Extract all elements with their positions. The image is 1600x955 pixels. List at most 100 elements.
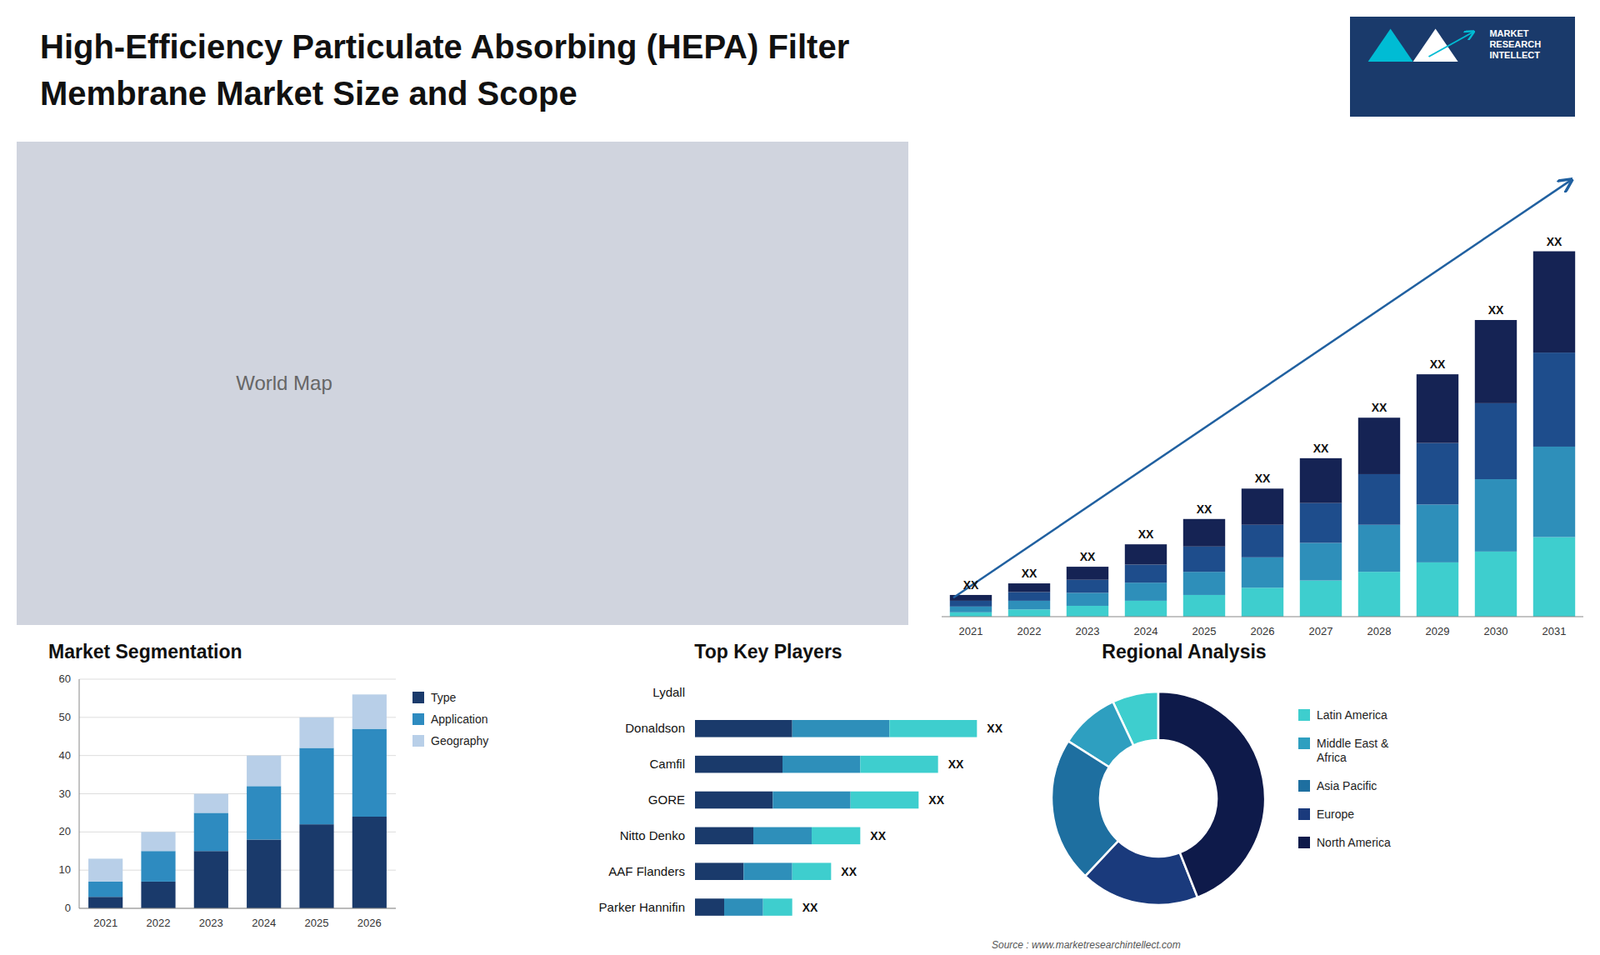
grid-line — [79, 755, 396, 756]
bar-segment — [88, 881, 123, 897]
bar-segment — [1416, 504, 1459, 562]
bar-segment — [1066, 580, 1109, 594]
bar-segment — [695, 862, 744, 880]
bar-segment — [88, 858, 123, 882]
bar-segment — [1475, 320, 1517, 404]
bar-segment — [1416, 562, 1459, 617]
grid-line — [79, 831, 396, 833]
bar-annotation: XX — [1255, 471, 1271, 485]
bar-segment — [1183, 595, 1225, 617]
bar-segment — [695, 684, 696, 702]
bar-segment — [782, 755, 860, 774]
tick-label: 30 — [59, 787, 71, 800]
legend-swatch — [1298, 737, 1310, 750]
legend-swatch — [412, 735, 425, 747]
bar-segment — [1241, 557, 1284, 588]
bar-segment — [1066, 566, 1109, 580]
legend-swatch — [412, 691, 425, 704]
category-label: 2031 — [1542, 625, 1567, 638]
bar-segment — [1241, 587, 1284, 617]
category-label: 2027 — [1309, 625, 1334, 638]
bar-annotation: XX — [1021, 566, 1038, 580]
logo-text: MARKETRESEARCHINTELLECT — [1489, 28, 1541, 60]
bar-segment — [850, 791, 920, 810]
legend-label: Type — [430, 690, 457, 705]
bar-segment — [1125, 564, 1167, 583]
bar-segment — [1416, 374, 1459, 443]
bar-segment — [1183, 546, 1225, 572]
bar-segment — [140, 831, 175, 851]
map-placeholder — [16, 141, 909, 625]
bar-annotation: XX — [1196, 502, 1213, 516]
bar-segment — [1300, 580, 1342, 617]
bar-segment — [140, 850, 175, 882]
bar-annotation: XX — [1313, 441, 1330, 455]
bar-segment — [1125, 582, 1167, 601]
bar-annotation: XX — [963, 578, 980, 592]
bar-segment — [352, 816, 387, 909]
category-label: 2025 — [305, 916, 330, 930]
map-label: World Map — [235, 371, 333, 395]
logo-box — [1350, 16, 1575, 117]
category-label: 2022 — [1017, 625, 1042, 638]
category-label: 2024 — [251, 916, 276, 930]
category-label: 2028 — [1367, 625, 1392, 638]
bar-segment — [1008, 591, 1050, 600]
bar-segment — [352, 729, 387, 817]
tick-label: 0 — [65, 901, 71, 915]
bar-segment — [950, 612, 992, 617]
bar-segment — [1300, 458, 1342, 504]
bar-segment — [772, 791, 850, 810]
category-label: 2026 — [1250, 625, 1275, 638]
bar-segment — [194, 850, 229, 909]
bar-segment — [352, 694, 387, 729]
bar-annotation: XX — [870, 829, 886, 843]
tick-label: 60 — [59, 672, 71, 685]
panel-title: Market Segmentation — [48, 640, 243, 663]
legend-swatch — [1298, 836, 1310, 849]
bar-segment — [695, 755, 783, 774]
bar-segment — [695, 684, 696, 702]
grid-line — [79, 908, 396, 910]
page: High-Efficiency Particulate Absorbing (H… — [0, 0, 1600, 955]
category-label: 2023 — [199, 916, 224, 930]
category-label: 2029 — [1425, 625, 1450, 638]
bar-segment — [1475, 551, 1517, 617]
category-label: Nitto Denko — [620, 828, 685, 843]
bar-segment — [695, 684, 696, 702]
bar-annotation: XX — [840, 865, 857, 879]
bar-segment — [743, 862, 792, 880]
y-axis-line — [79, 679, 80, 909]
category-label: Parker Hannifin — [599, 900, 685, 915]
bar-annotation: XX — [986, 721, 1003, 735]
legend-label: Asia Pacific — [1316, 779, 1377, 793]
legend-swatch — [1298, 709, 1310, 721]
tick-label: 50 — [59, 710, 71, 724]
bar-segment — [763, 898, 793, 916]
trend-arrow — [953, 180, 1572, 599]
bar-segment — [792, 720, 890, 738]
bar-segment — [1066, 592, 1109, 606]
bar-segment — [753, 827, 812, 845]
bar-segment — [1125, 600, 1167, 617]
bar-segment — [792, 862, 832, 880]
bar-annotation: XX — [1488, 303, 1505, 317]
bar-segment — [1416, 443, 1459, 505]
plot-area — [88, 694, 387, 909]
bar-segment — [889, 720, 977, 738]
bar-segment — [811, 827, 860, 845]
category-label: 2021 — [93, 916, 118, 930]
bar-segment — [194, 794, 229, 814]
text-line: RESEARCH — [1489, 39, 1541, 50]
bar-annotation: XX — [928, 793, 945, 807]
bar-segment — [1475, 479, 1517, 552]
grid-line — [79, 716, 396, 718]
plot-area — [695, 720, 977, 916]
bar-segment — [1358, 571, 1400, 617]
legend-swatch — [412, 713, 425, 725]
x-axis-line — [941, 616, 1584, 618]
bar-segment — [1358, 525, 1400, 572]
bar-segment — [1533, 446, 1575, 538]
bar-segment — [1008, 600, 1050, 610]
logo-shape — [1368, 28, 1414, 62]
